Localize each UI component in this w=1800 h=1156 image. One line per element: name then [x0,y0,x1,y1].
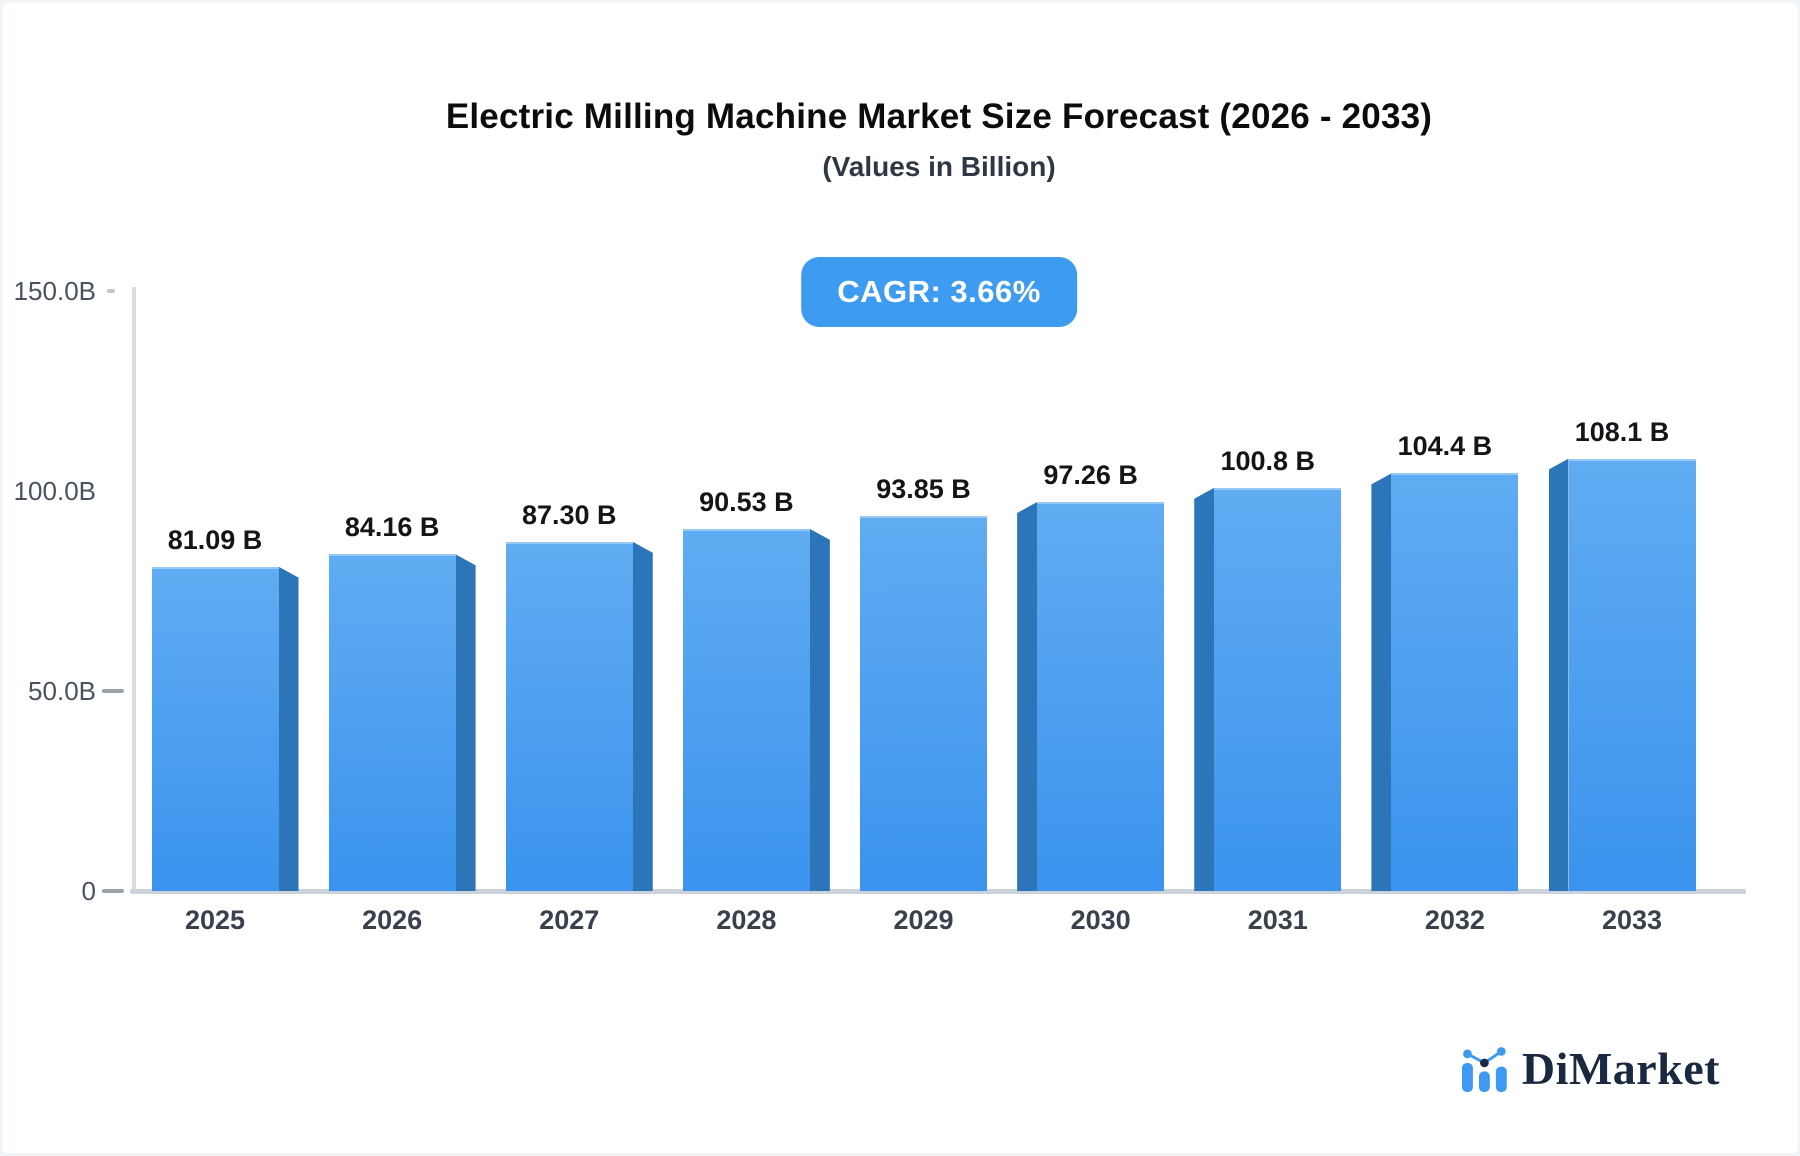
bar [1391,473,1519,891]
bar-side-face [1194,487,1215,891]
bar-value-label: 104.4 B [1397,431,1493,462]
y-axis-tick [102,689,124,693]
x-axis-label: 2033 [1601,905,1663,935]
x-axis-label: 2026 [362,905,423,935]
x-axis-line [130,889,1746,894]
cagr-badge: CAGR: 3.66% [801,257,1077,327]
bar-value-label: 100.8 B [1220,445,1316,476]
bar-value-label: 97.26 B [1043,459,1138,490]
x-axis-label: 2025 [184,905,246,935]
bar [1037,501,1165,891]
bar-side-face [1548,458,1569,891]
y-axis-line [132,287,136,891]
bar [682,528,810,891]
bar-side-face [1371,473,1392,891]
bar [328,554,456,891]
plot-area: 150.0B 100.0B 50.0B 0 81.09 B 2025 84.16 B 2026… [2,3,1800,1156]
bar-side-face [632,541,653,891]
x-axis-label: 2029 [893,905,954,935]
logo-line [1462,1046,1506,1067]
bar [1568,458,1696,891]
chart-card: Electric Milling Machine Market Size For… [2,3,1798,1153]
bar-side-face [1017,501,1038,891]
x-axis-label: 2028 [716,905,777,935]
y-axis-label: 150.0B [13,276,96,306]
bar-value-label: 90.53 B [699,486,794,517]
bar-value-label: 87.30 B [521,499,617,530]
bar [860,515,987,891]
bar-side-face [809,528,830,891]
bar-value-label: 93.85 B [876,473,971,504]
chart-title: Electric Milling Machine Market Size For… [445,97,1433,136]
y-axis-label: 100.0B [13,476,96,506]
x-axis-label: 2031 [1247,905,1308,935]
y-axis-label: 0 [81,876,96,906]
bar-value-label: 84.16 B [344,512,440,543]
y-axis-tick [107,289,115,293]
bar-chart-logo-icon [1461,1046,1507,1092]
bar-value-label: 108.1 B [1574,416,1670,447]
bar [151,566,279,891]
bar [505,541,633,891]
bar-side-face [455,554,476,891]
x-axis-label: 2030 [1070,905,1131,935]
brand-logo: DiMarket [1460,1042,1720,1095]
x-axis-label: 2032 [1424,905,1485,935]
chart-subtitle: (Values in Billion) [822,151,1056,182]
bar-value-label: 81.09 B [167,524,263,555]
bar-side-face [278,566,299,891]
y-axis-label: 50.0B [28,676,96,706]
bar [1214,487,1342,891]
y-axis-tick [102,889,124,893]
brand-name: DiMarket [1521,1043,1720,1094]
x-axis-label: 2027 [539,905,600,935]
logo-bars [1461,1062,1507,1092]
